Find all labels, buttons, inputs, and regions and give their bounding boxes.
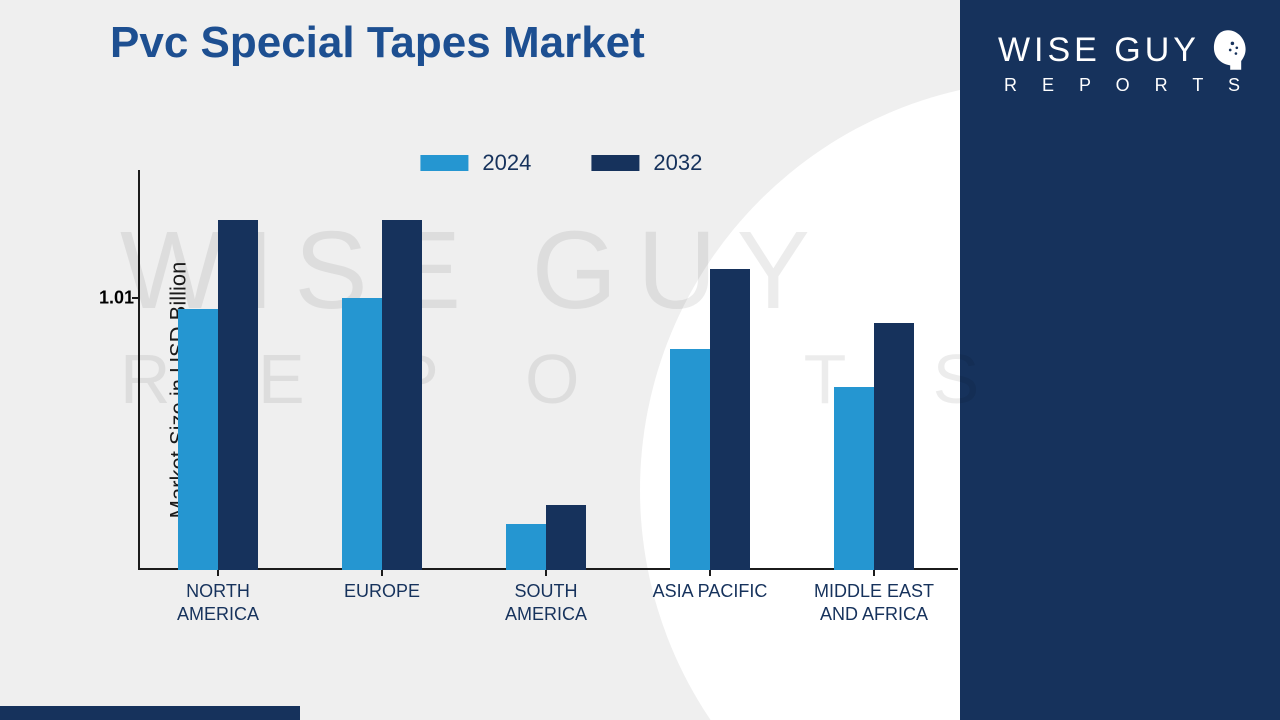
chart-title: Pvc Special Tapes Market xyxy=(110,18,645,68)
bar xyxy=(710,269,750,570)
x-label: NORTH AMERICA xyxy=(148,580,288,625)
bar xyxy=(546,505,586,570)
legend-swatch-2024 xyxy=(420,155,468,171)
x-label: ASIA PACIFIC xyxy=(640,580,780,603)
bar-group: MIDDLE EAST AND AFRICA xyxy=(814,323,934,570)
bar xyxy=(670,349,710,570)
brand-line1: WISE GUY xyxy=(998,33,1200,67)
chart-area: 2024 2032 Market Size in USD Billion 1.0… xyxy=(50,150,960,630)
legend: 2024 2032 xyxy=(420,150,702,176)
stage: WISE GUY R E P O R T S WISE GUY R E P O … xyxy=(0,0,1280,720)
ytick-label: 1.01 xyxy=(78,288,134,309)
x-label: MIDDLE EAST AND AFRICA xyxy=(804,580,944,625)
brand-logo: WISE GUY R E P O R T S xyxy=(998,28,1250,94)
bar xyxy=(874,323,914,570)
bottom-accent-bar xyxy=(0,706,300,720)
xtick xyxy=(381,570,383,576)
xtick xyxy=(545,570,547,576)
plot: 1.01NORTH AMERICAEUROPESOUTH AMERICAASIA… xyxy=(138,180,958,570)
brand-head-icon xyxy=(1206,28,1250,72)
bar xyxy=(218,220,258,570)
ytick-mark xyxy=(132,297,138,299)
xtick xyxy=(217,570,219,576)
legend-item-2032: 2032 xyxy=(591,150,702,176)
legend-item-2024: 2024 xyxy=(420,150,531,176)
brand-panel xyxy=(960,0,1280,720)
bar-group: NORTH AMERICA xyxy=(158,220,278,570)
bar-group: EUROPE xyxy=(322,220,442,570)
xtick xyxy=(873,570,875,576)
xtick xyxy=(709,570,711,576)
brand-line2: R E P O R T S xyxy=(998,76,1250,94)
x-label: EUROPE xyxy=(312,580,452,603)
bar xyxy=(506,524,546,570)
legend-label-2032: 2032 xyxy=(653,150,702,176)
bar-group: SOUTH AMERICA xyxy=(486,505,606,570)
bar xyxy=(342,298,382,570)
bar xyxy=(178,309,218,570)
bar xyxy=(382,220,422,570)
bar xyxy=(834,387,874,570)
legend-swatch-2032 xyxy=(591,155,639,171)
bar-group: ASIA PACIFIC xyxy=(650,269,770,570)
y-axis xyxy=(138,170,140,570)
legend-label-2024: 2024 xyxy=(482,150,531,176)
x-label: SOUTH AMERICA xyxy=(476,580,616,625)
